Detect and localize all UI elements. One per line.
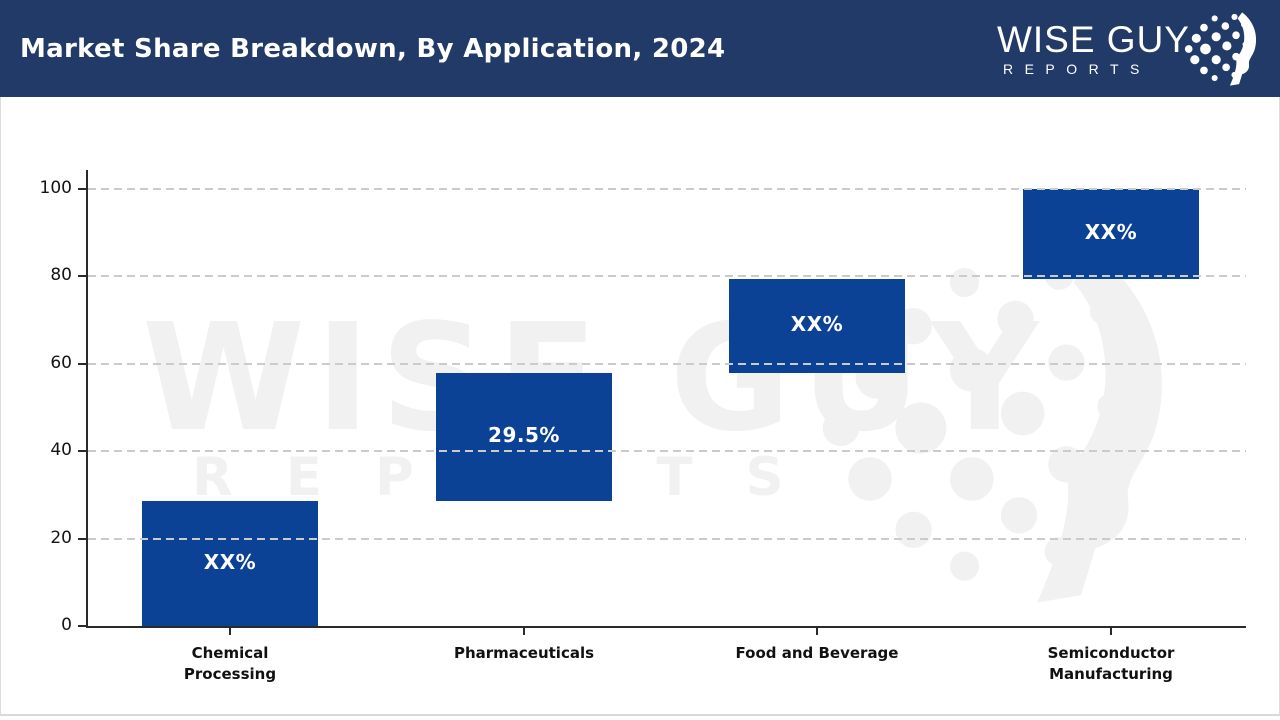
bar-value-label: XX% (1084, 219, 1138, 244)
brand-name: WISE GUY (996, 19, 1190, 60)
x-axis-tick (816, 628, 818, 635)
bar-value-label: 29.5% (488, 422, 560, 447)
y-axis-tick (78, 362, 86, 365)
waterfall-bar (1023, 189, 1199, 279)
y-axis-tick (78, 625, 86, 627)
page-title: Market Share Breakdown, By Application, … (20, 33, 726, 64)
x-axis-tick (1110, 628, 1112, 635)
grid-line (88, 537, 1246, 540)
y-axis-tick (78, 188, 86, 190)
y-axis-tick (78, 450, 86, 453)
x-category-label: Semiconductor Manufacturing (1047, 644, 1175, 683)
grid-line (88, 188, 1246, 190)
y-tick-label: 60 (50, 352, 72, 373)
dotted-face-icon (1184, 11, 1257, 86)
waterfall-bar (729, 278, 905, 373)
x-axis-tick (523, 628, 525, 635)
y-tick-label: 80 (50, 265, 72, 286)
y-tick-label: 20 (50, 527, 72, 548)
grid-line (88, 275, 1246, 278)
header-bar: Market Share Breakdown, By Application, … (0, 0, 1280, 97)
bar-value-label: XX% (203, 549, 257, 574)
grid-line (88, 450, 1246, 453)
chart-plot-area: 0 20 40 60 80 100 XX% Chemical Processing 29.5% P… (0, 97, 1280, 720)
y-axis-line (86, 170, 88, 628)
x-category-label: Chemical Processing (183, 644, 277, 683)
y-tick-label: 0 (61, 615, 72, 635)
x-category-label: Food and Beverage (735, 644, 899, 662)
waterfall-bar (142, 501, 318, 626)
brand-subname: REPORTS (1002, 61, 1151, 77)
waterfall-bar (436, 372, 612, 502)
x-axis-line (86, 626, 1246, 628)
grid-line (88, 362, 1246, 365)
y-tick-label: 40 (50, 440, 72, 461)
brand-logo: WISE GUY REPORTS (997, 6, 1262, 92)
y-axis-tick (78, 275, 86, 278)
brand-logo-text: WISE GUY REPORTS (997, 21, 1190, 76)
y-axis-tick (78, 537, 86, 540)
x-category-label: Pharmaceuticals (453, 644, 595, 662)
y-tick-label: 100 (39, 178, 72, 198)
x-axis-tick (229, 628, 231, 635)
bar-value-label: XX% (790, 311, 844, 336)
